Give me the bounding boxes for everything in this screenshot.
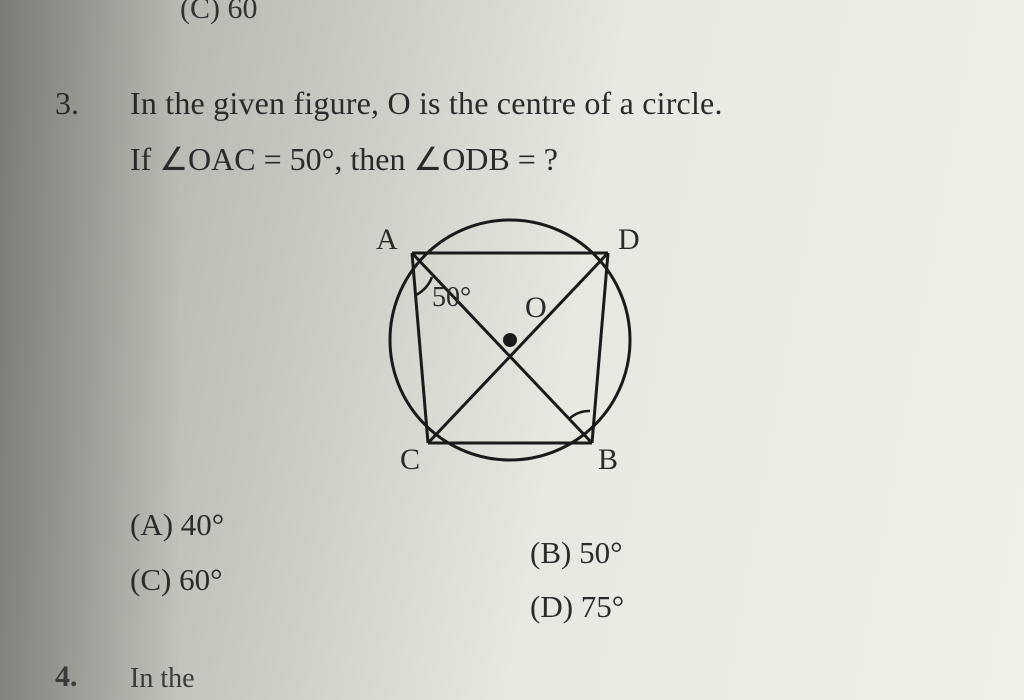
center-label-O: O	[525, 291, 547, 325]
page: (C) 60 3. In the given figure, O is the …	[0, 0, 1024, 700]
question-text-line1: In the given figure, O is the centre of …	[130, 85, 723, 122]
next-question-number: 4.	[55, 660, 78, 694]
question-number: 3.	[55, 85, 79, 122]
option-D: (D) 75°	[530, 582, 624, 632]
option-D-value: 75°	[581, 589, 624, 624]
angle-text-50: 50°	[432, 282, 471, 314]
vertex-label-B: B	[598, 443, 618, 477]
next-question-cropped-text: In the	[130, 663, 195, 695]
option-D-label: (D)	[530, 589, 573, 624]
vertex-label-A: A	[376, 223, 398, 257]
cropped-previous-option: (C) 60	[180, 0, 258, 26]
geometry-figure: A D C B O 50°	[340, 195, 680, 485]
option-A-value: 40°	[181, 507, 224, 542]
center-dot	[503, 333, 517, 347]
option-B-value: 50°	[579, 535, 622, 570]
option-A-label: (A)	[130, 507, 173, 542]
option-C: (C) 60°	[130, 555, 222, 605]
option-C-label: (C)	[130, 562, 171, 597]
option-A: (A) 40°	[130, 500, 224, 550]
vertex-label-C: C	[400, 443, 420, 477]
vertex-label-D: D	[618, 223, 640, 257]
angle-arc-bottom-right	[569, 411, 590, 419]
option-C-value: 60°	[179, 562, 222, 597]
question-text-line2: If ∠OAC = 50°, then ∠ODB = ?	[130, 140, 558, 178]
option-B: (B) 50°	[530, 528, 622, 578]
angle-arc-OAC	[416, 277, 432, 295]
option-B-label: (B)	[530, 535, 571, 570]
